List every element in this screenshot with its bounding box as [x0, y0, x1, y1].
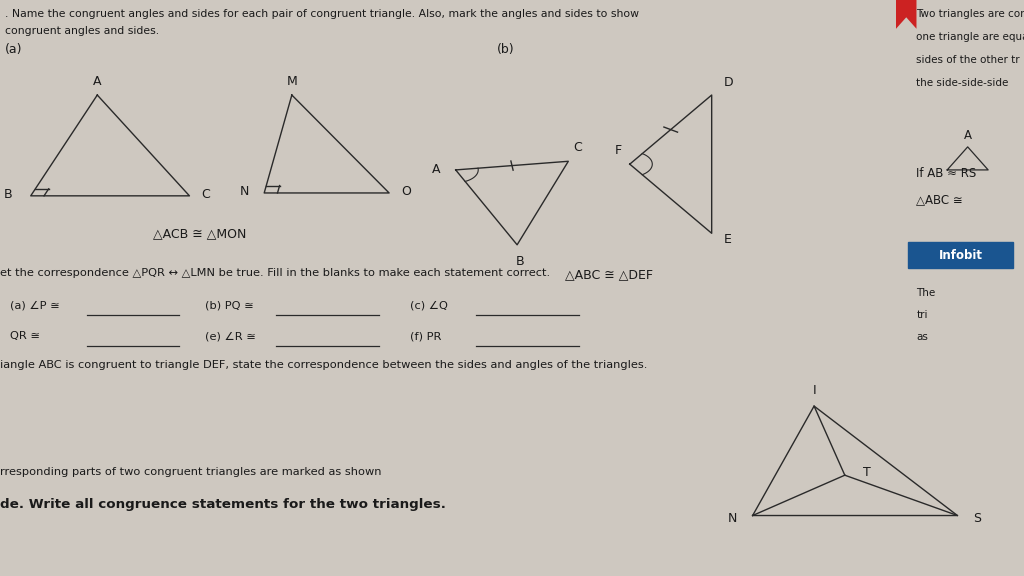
Text: A: A [964, 129, 972, 142]
Text: O: O [401, 185, 412, 198]
Text: (e) ∠R ≅: (e) ∠R ≅ [205, 331, 256, 341]
Text: QR ≅: QR ≅ [10, 331, 40, 341]
Polygon shape [896, 0, 916, 29]
Text: as: as [916, 332, 929, 342]
Text: (a) ∠P ≅: (a) ∠P ≅ [10, 301, 59, 310]
FancyBboxPatch shape [908, 242, 1013, 268]
Text: congruent angles and sides.: congruent angles and sides. [5, 26, 160, 36]
Text: (b) PQ ≅: (b) PQ ≅ [205, 301, 253, 310]
Text: N: N [240, 185, 249, 198]
Text: et the correspondence △PQR ↔ △LMN be true. Fill in the blanks to make each state: et the correspondence △PQR ↔ △LMN be tru… [0, 268, 550, 278]
Text: Two triangles are con: Two triangles are con [916, 9, 1024, 18]
Text: △ACB ≅ △MON: △ACB ≅ △MON [153, 228, 247, 241]
Text: B: B [516, 255, 524, 268]
Text: I: I [812, 384, 816, 397]
Text: tri: tri [916, 310, 928, 320]
Text: sides of the other tr: sides of the other tr [916, 55, 1020, 65]
Text: (c) ∠Q: (c) ∠Q [410, 301, 447, 310]
Text: iangle ABC is congruent to triangle DEF, state the correspondence between the si: iangle ABC is congruent to triangle DEF,… [0, 360, 647, 370]
Text: E: E [724, 233, 732, 245]
Text: △ABC ≅ △DEF: △ABC ≅ △DEF [565, 268, 653, 281]
Text: (f) PR: (f) PR [410, 331, 441, 341]
Text: Infobit: Infobit [939, 249, 982, 262]
Text: If AB ≈ RS: If AB ≈ RS [916, 167, 977, 180]
Text: . Name the congruent angles and sides for each pair of congruent triangle. Also,: . Name the congruent angles and sides fo… [5, 9, 639, 18]
Text: F: F [614, 144, 622, 157]
Text: rresponding parts of two congruent triangles are marked as shown: rresponding parts of two congruent trian… [0, 467, 382, 476]
Text: The: The [916, 288, 936, 298]
Text: C: C [202, 188, 211, 201]
Text: M: M [287, 75, 297, 88]
Text: D: D [724, 76, 733, 89]
Text: S: S [973, 512, 981, 525]
Text: B: B [4, 188, 12, 201]
Text: one triangle are equa: one triangle are equa [916, 32, 1024, 41]
Text: T: T [863, 466, 871, 479]
Text: (b): (b) [497, 43, 514, 56]
Text: N: N [728, 512, 737, 525]
Text: C: C [573, 141, 583, 154]
Text: A: A [93, 75, 101, 88]
Text: △ABC ≅: △ABC ≅ [916, 193, 964, 206]
Text: de. Write all congruence statements for the two triangles.: de. Write all congruence statements for … [0, 498, 445, 511]
Text: (a): (a) [5, 43, 23, 56]
Text: the side-side-side: the side-side-side [916, 78, 1009, 88]
Text: A: A [432, 164, 440, 176]
